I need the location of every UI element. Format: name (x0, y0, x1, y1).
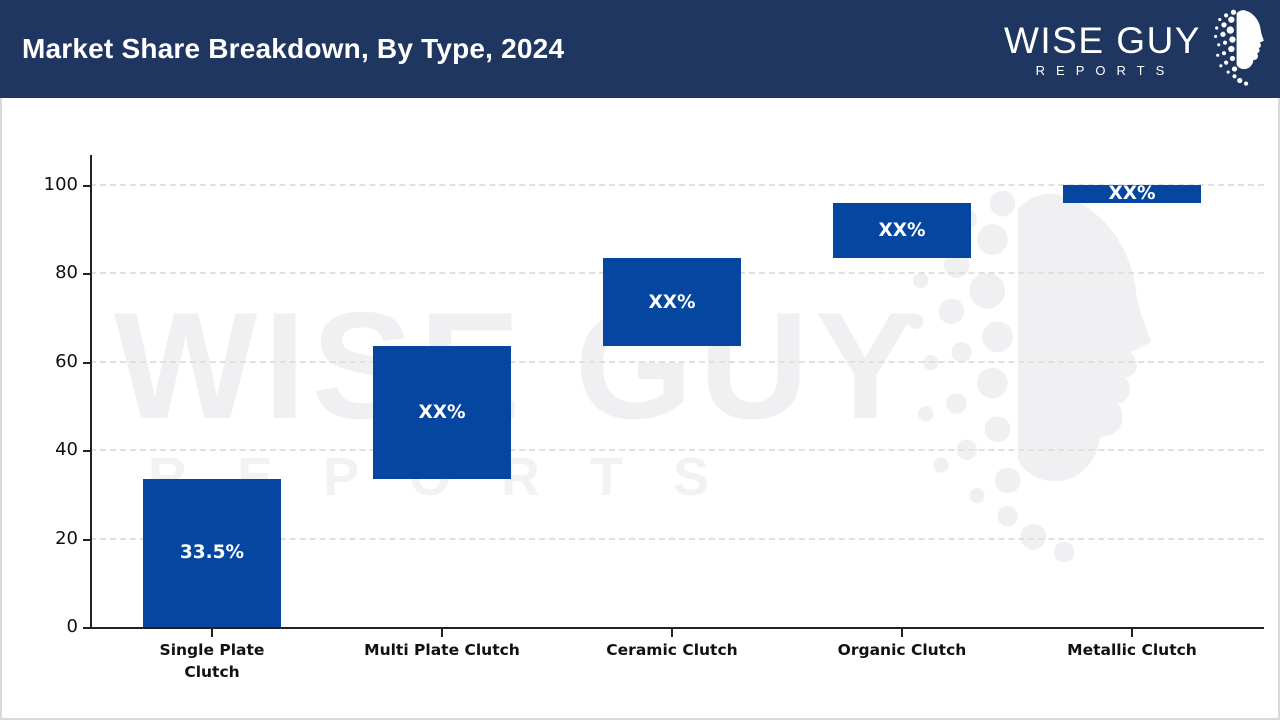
y-tick-mark (83, 185, 90, 187)
header-band: Market Share Breakdown, By Type, 2024 WI… (0, 0, 1280, 98)
x-tick-mark (441, 629, 443, 637)
y-tick-label: 0 (66, 616, 78, 637)
x-tick-label: Ceramic Clutch (606, 641, 738, 659)
bar-3: XX% (603, 257, 741, 347)
gridline-100 (90, 184, 1264, 186)
page-title: Market Share Breakdown, By Type, 2024 (22, 33, 565, 64)
y-tick-label: 100 (43, 174, 78, 195)
brand-subname: REPORTS (1035, 62, 1176, 78)
y-tick-mark (83, 450, 90, 453)
bar-value-label: XX% (648, 291, 696, 313)
x-tick-label: Multi Plate Clutch (364, 641, 520, 659)
watermark-brand-text: WISE GUY (114, 281, 923, 451)
x-tick-mark (1131, 629, 1133, 637)
x-tick-mark (671, 629, 673, 637)
bar-value-label: XX% (878, 219, 926, 241)
x-tick-label: Single Plate Clutch (159, 641, 265, 681)
y-axis (90, 155, 92, 629)
bar-4: XX% (833, 202, 971, 258)
gridline-20 (90, 537, 1264, 540)
bar-value-label: XX% (418, 402, 466, 424)
bar-2: XX% (373, 346, 511, 479)
gridline-60 (90, 360, 1264, 363)
y-tick-label: 60 (55, 350, 78, 372)
x-tick-label: Metallic Clutch (1067, 641, 1197, 659)
y-tick-mark (83, 273, 90, 276)
gridline-40 (90, 449, 1264, 452)
x-tick-mark (901, 629, 903, 637)
y-tick-mark (83, 627, 90, 629)
bar-value-label: XX% (1108, 183, 1156, 205)
y-tick-label: 40 (55, 439, 78, 461)
brand-logo-text: WISE GUY REPORTS (1004, 22, 1201, 77)
y-tick-mark (83, 538, 90, 541)
bar-1: 33.5% (143, 478, 281, 627)
chart-canvas: WISE GUY REPORTS 02040608010033.5%XX%XX%… (0, 98, 1280, 720)
bar-5: XX% (1063, 183, 1201, 205)
brand-logo: WISE GUY REPORTS (1004, 7, 1280, 91)
y-tick-label: 80 (55, 262, 78, 284)
x-axis (90, 627, 1264, 629)
x-tick-mark (211, 629, 213, 637)
face-profile-icon (1214, 9, 1264, 86)
watermark-face-icon (907, 190, 1152, 563)
x-tick-label: Organic Clutch (837, 641, 967, 659)
bar-value-label: 33.5% (179, 542, 245, 564)
brand-name: WISE GUY (1003, 19, 1201, 61)
y-tick-label: 20 (55, 527, 78, 549)
y-tick-mark (83, 361, 90, 364)
